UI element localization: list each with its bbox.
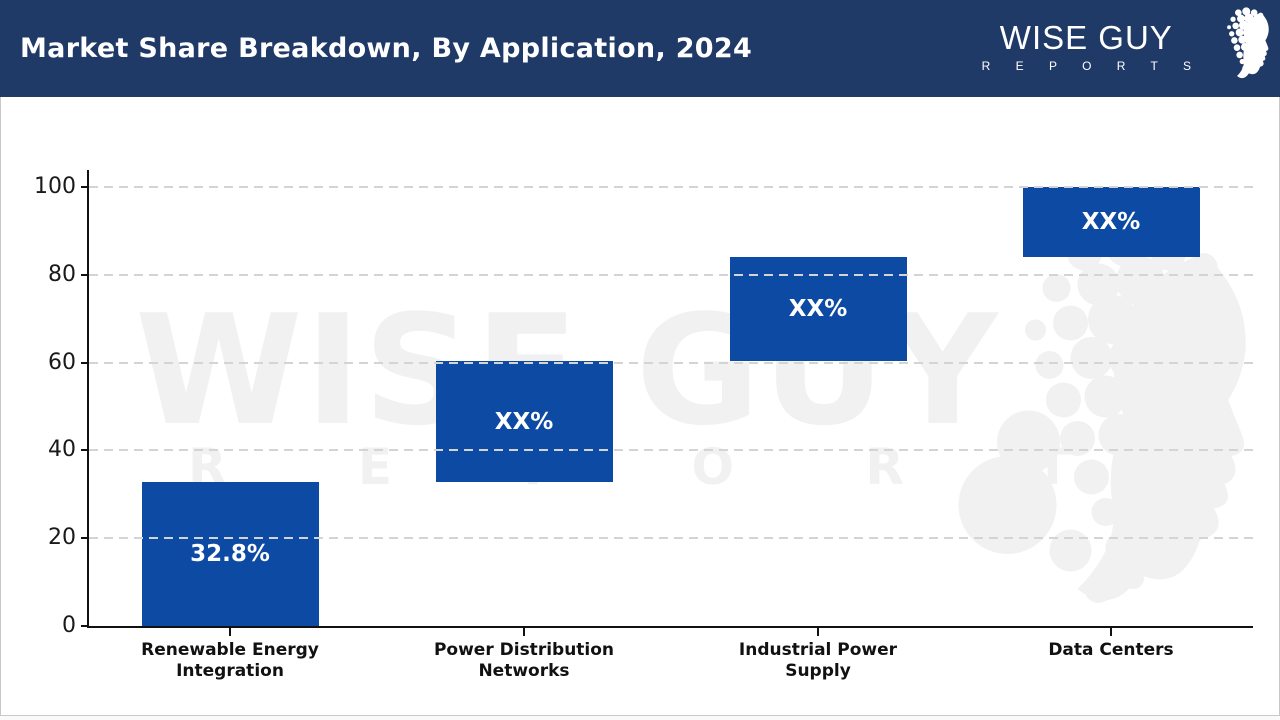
brand-logo: WISE GUY R E P O R T S [971, 6, 1270, 88]
brand-logo-text: WISE GUY R E P O R T S [971, 21, 1202, 73]
y-tick-label: 20 [48, 525, 76, 551]
header-band: Market Share Breakdown, By Application, … [0, 0, 1280, 97]
x-tick-mark [523, 628, 525, 636]
x-tick-label: Data Centers [1048, 640, 1174, 660]
x-tick-mark [229, 628, 231, 636]
y-tick-label: 80 [48, 261, 76, 287]
watermark-head-logo-icon [958, 225, 1246, 603]
page-title: Market Share Breakdown, By Application, … [20, 33, 753, 64]
y-tick-label: 60 [48, 349, 76, 375]
bar-value-label: XX% [1081, 209, 1141, 236]
x-tick-mark [817, 628, 819, 636]
x-tick-label: Renewable Energy Integration [141, 640, 319, 682]
y-tick-mark [81, 186, 89, 188]
y-tick-label: 40 [48, 437, 76, 463]
y-tick-label: 0 [62, 613, 76, 638]
gridline [89, 537, 1256, 540]
bar-value-label: XX% [788, 296, 848, 323]
gridline [89, 361, 1256, 364]
bar-segment: 32.8% [141, 482, 319, 626]
gridline [89, 273, 1256, 276]
bar-segment: XX% [1022, 187, 1200, 258]
brand-head-logo-icon [1227, 7, 1269, 79]
brand-name: WISE GUY [999, 19, 1173, 57]
y-tick-mark [81, 361, 89, 364]
x-tick-mark [1110, 628, 1112, 636]
brand-subname: R E P O R T S [981, 58, 1202, 73]
y-tick-label: 100 [34, 174, 76, 199]
gridline [89, 186, 1256, 188]
gridline [89, 449, 1256, 452]
x-tick-label: Industrial Power Supply [738, 640, 898, 682]
bar-value-label: 32.8% [190, 540, 270, 567]
y-tick-mark [81, 273, 89, 276]
x-tick-label: Power Distribution Networks [433, 640, 615, 682]
watermark-subtext: R E P O R T S [188, 438, 1280, 496]
bar-segment: XX% [435, 361, 613, 482]
x-axis [87, 626, 1253, 628]
y-tick-mark [81, 625, 89, 627]
y-tick-mark [81, 449, 89, 452]
bar-value-label: XX% [494, 408, 554, 435]
y-tick-mark [81, 537, 89, 540]
y-axis [87, 170, 89, 628]
